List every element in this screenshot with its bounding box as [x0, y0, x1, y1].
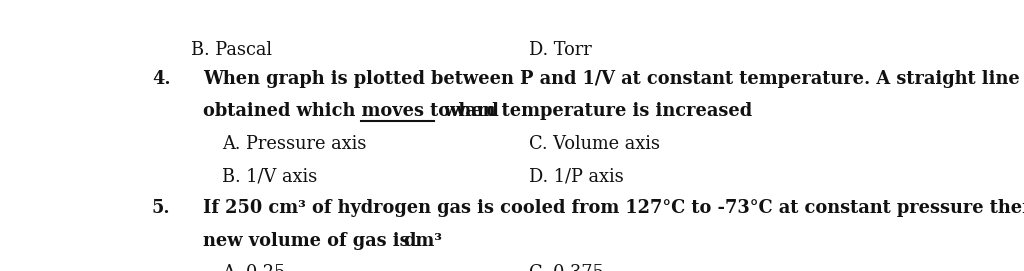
Text: A. 0.25: A. 0.25 — [221, 264, 285, 271]
Text: new volume of gas is: new volume of gas is — [204, 232, 410, 250]
Text: When graph is plotted between P and 1/V at constant temperature. A straight line: When graph is plotted between P and 1/V … — [204, 70, 1024, 88]
Text: C. 0.375: C. 0.375 — [528, 264, 603, 271]
Text: D. Torr: D. Torr — [528, 41, 592, 59]
Text: 5.: 5. — [152, 199, 170, 217]
Text: D. 1/P axis: D. 1/P axis — [528, 167, 624, 185]
Text: obtained which moves toward: obtained which moves toward — [204, 102, 499, 120]
Text: C. Volume axis: C. Volume axis — [528, 135, 659, 153]
Text: 4.: 4. — [152, 70, 170, 88]
Text: B. 1/V axis: B. 1/V axis — [221, 167, 316, 185]
Text: dm³: dm³ — [403, 232, 442, 250]
Text: B. Pascal: B. Pascal — [191, 41, 272, 59]
Text: when temperature is increased: when temperature is increased — [443, 102, 753, 120]
Text: A. Pressure axis: A. Pressure axis — [221, 135, 366, 153]
Text: If 250 cm³ of hydrogen gas is cooled from 127°C to -73°C at constant pressure th: If 250 cm³ of hydrogen gas is cooled fro… — [204, 199, 1024, 217]
